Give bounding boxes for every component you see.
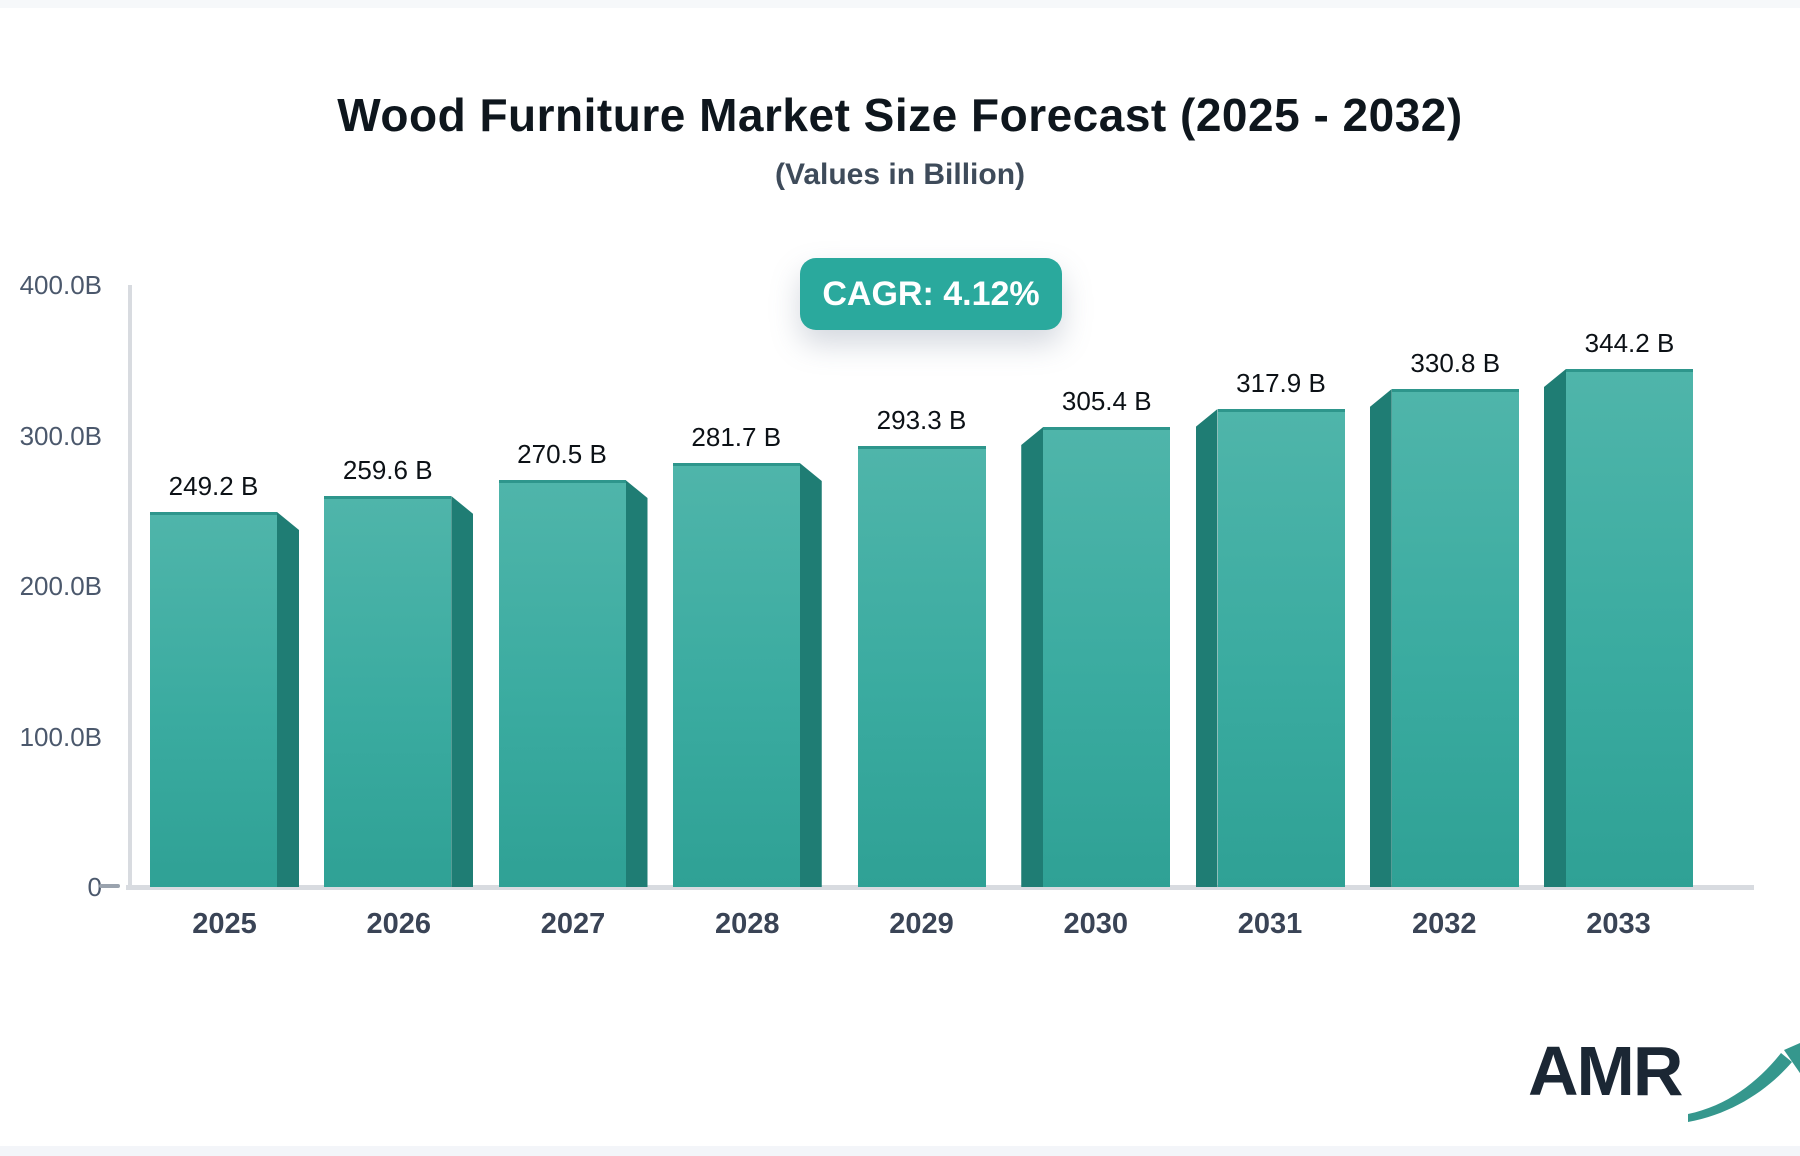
y-tick-label: 200.0B (19, 571, 102, 601)
bar-value-label: 330.8 B (1410, 348, 1501, 378)
x-tick-label: 2030 (1063, 908, 1128, 940)
bar-front-face (498, 480, 626, 887)
bottom-edge-strip (0, 1146, 1800, 1156)
amr-logo: AMR (1528, 1032, 1800, 1126)
bar-group: 317.9 B (1195, 368, 1345, 887)
bar-group: 305.4 B (1021, 386, 1171, 887)
x-tick-label: 2031 (1237, 908, 1303, 940)
bar-value-label: 344.2 B (1584, 328, 1675, 358)
bar-side-face (625, 480, 648, 887)
bar-group: 270.5 B (498, 439, 648, 887)
bar-value-label: 293.3 B (876, 405, 967, 435)
x-tick-label: 2033 (1586, 908, 1651, 940)
bar-front-face (324, 496, 452, 887)
chart-title: Wood Furniture Market Size Forecast (202… (337, 89, 1463, 141)
zero-tick-mark (99, 884, 120, 888)
bar (324, 496, 474, 887)
bar-front-face (1391, 389, 1519, 887)
bar-front-face (150, 512, 277, 887)
bar-side-face (1544, 369, 1566, 887)
bar-group: 293.3 B (847, 405, 996, 887)
bar-group: 281.7 B (672, 422, 822, 887)
bar-value-label: 249.2 B (168, 471, 259, 501)
x-tick-label: 2026 (366, 908, 431, 940)
bar (847, 446, 996, 887)
y-tick-label: 400.0B (19, 270, 102, 300)
chart-subtitle: (Values in Billion) (774, 158, 1026, 191)
x-axis-baseline (126, 885, 1754, 890)
x-tick-label: 2032 (1411, 908, 1477, 940)
bar-front-face (1217, 409, 1345, 887)
y-axis-line (128, 285, 132, 887)
bar-front-face (857, 446, 986, 887)
bar-side-face (277, 512, 299, 887)
y-tick-label: 100.0B (19, 721, 102, 752)
bar-side-face (799, 463, 822, 887)
bar-series: 249.2 B 259.6 B 270.5 B 281.7 B 293.3 B 305.4… (150, 285, 1693, 887)
cagr-badge-label: CAGR: 4.12% (822, 274, 1040, 313)
x-tick-label: 2028 (714, 908, 780, 940)
bar-side-face (1369, 389, 1392, 887)
growth-arrow-icon (1688, 1043, 1800, 1122)
top-edge-strip (0, 0, 1800, 8)
x-tick-label: 2027 (540, 908, 606, 940)
bar-side-face (451, 496, 474, 887)
y-tick-label: 300.0B (19, 420, 102, 451)
cagr-badge: CAGR: 4.12% (800, 258, 1062, 330)
bar (150, 512, 299, 887)
bar (498, 480, 648, 887)
bar-front-face (1566, 369, 1693, 887)
bar-front-face (672, 463, 800, 887)
bar (1544, 369, 1693, 887)
bar (1021, 427, 1171, 887)
bar (672, 463, 822, 887)
bar-value-label: 270.5 B (517, 439, 607, 469)
y-tick-label: 0 (87, 872, 102, 902)
bar-group: 344.2 B (1544, 328, 1693, 887)
bar-group: 330.8 B (1369, 348, 1519, 887)
bar-value-label: 317.9 B (1236, 368, 1326, 398)
bar-group: 249.2 B (150, 471, 299, 887)
x-tick-label: 2029 (889, 908, 954, 940)
bar-side-face (1195, 409, 1218, 887)
bar-side-face (1021, 427, 1044, 887)
x-axis-tick-labels: 2025 2026 2027 2028 2029 2030 2031 2032 2033 (150, 908, 1693, 941)
bar-value-label: 305.4 B (1061, 386, 1152, 416)
bar-value-label: 259.6 B (342, 455, 433, 485)
bar (1369, 389, 1519, 887)
bar-group: 259.6 B (324, 455, 474, 887)
x-tick-label: 2025 (192, 908, 257, 940)
bar-front-face (1043, 427, 1171, 887)
bar-value-label: 281.7 B (691, 422, 782, 452)
bar (1195, 409, 1345, 887)
amr-logo-text: AMR (1528, 1032, 1683, 1110)
